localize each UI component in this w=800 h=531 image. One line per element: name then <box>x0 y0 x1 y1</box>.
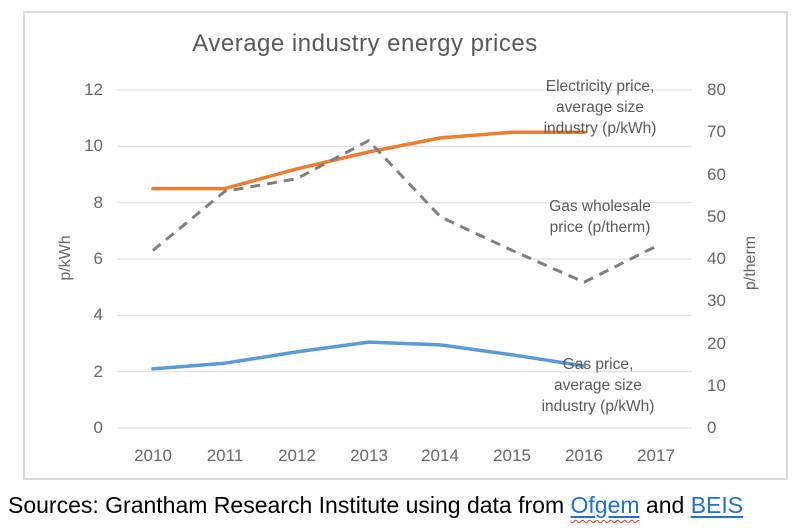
right-axis-tick: 10 <box>707 376 726 395</box>
series-label-line: industry (p/kWh) <box>543 120 657 137</box>
left-axis-tick: 0 <box>93 418 103 437</box>
sources-caption: Sources: Grantham Research Institute usi… <box>8 492 743 519</box>
x-axis-tick: 2015 <box>493 446 531 465</box>
series-line-2 <box>151 340 586 371</box>
x-axis-tick: 2011 <box>206 446 244 465</box>
right-axis-tick: 70 <box>707 122 726 141</box>
right-axis-tick: 80 <box>707 80 726 99</box>
series-label-line: price (p/therm) <box>549 219 651 236</box>
right-axis-tick: 0 <box>707 418 717 437</box>
series-line-0 <box>151 130 586 191</box>
ofgem-link-label[interactable]: Ofgem <box>570 492 640 518</box>
sources-separator: and <box>639 492 691 518</box>
right-axis-tick: 20 <box>707 334 726 353</box>
left-axis-tick: 2 <box>93 362 103 381</box>
beis-link[interactable]: BEIS <box>690 492 744 518</box>
series-label-0: Electricity price, average size industry (… <box>544 76 657 139</box>
series-label-line: average size <box>554 377 642 394</box>
left-axis-tick: 8 <box>93 193 103 212</box>
right-axis-tick: 30 <box>707 291 726 310</box>
plot-area <box>117 89 692 429</box>
right-axis-tick: 50 <box>707 207 726 226</box>
x-axis-tick: 2016 <box>565 446 603 465</box>
ofgem-link[interactable]: Ofgem <box>571 492 640 518</box>
series-label-line: industry (p/kWh) <box>541 398 655 415</box>
series-label-line: Gas wholesale <box>549 198 651 215</box>
left-axis-tick: 6 <box>93 249 103 268</box>
series-label-line: Gas price, <box>562 356 634 373</box>
series-label-1: Gas wholesale price (p/therm) <box>549 196 651 238</box>
right-axis-tick: 60 <box>707 165 726 184</box>
x-axis-tick: 2014 <box>421 446 459 465</box>
series-label-line: average size <box>556 99 644 116</box>
series-label-2: Gas price, average size industry (p/kWh) <box>542 354 655 417</box>
x-axis-tick: 2013 <box>350 446 388 465</box>
right-axis-tick: 40 <box>707 249 726 268</box>
left-axis-tick: 4 <box>93 305 103 324</box>
series-line-1 <box>151 139 657 284</box>
x-axis-tick: 2012 <box>278 446 316 465</box>
left-axis-tick: 12 <box>84 80 103 99</box>
sources-text: Sources: Grantham Research Institute usi… <box>8 492 571 518</box>
x-axis-tick: 2010 <box>134 446 172 465</box>
chart-title: Average industry energy prices <box>192 30 538 57</box>
left-axis-tick: 10 <box>84 136 103 155</box>
series-label-line: Electricity price, <box>545 78 655 95</box>
x-axis-tick: 2017 <box>637 446 675 465</box>
energy-prices-chart: Average industry energy prices p/kWh p/t… <box>23 11 788 480</box>
